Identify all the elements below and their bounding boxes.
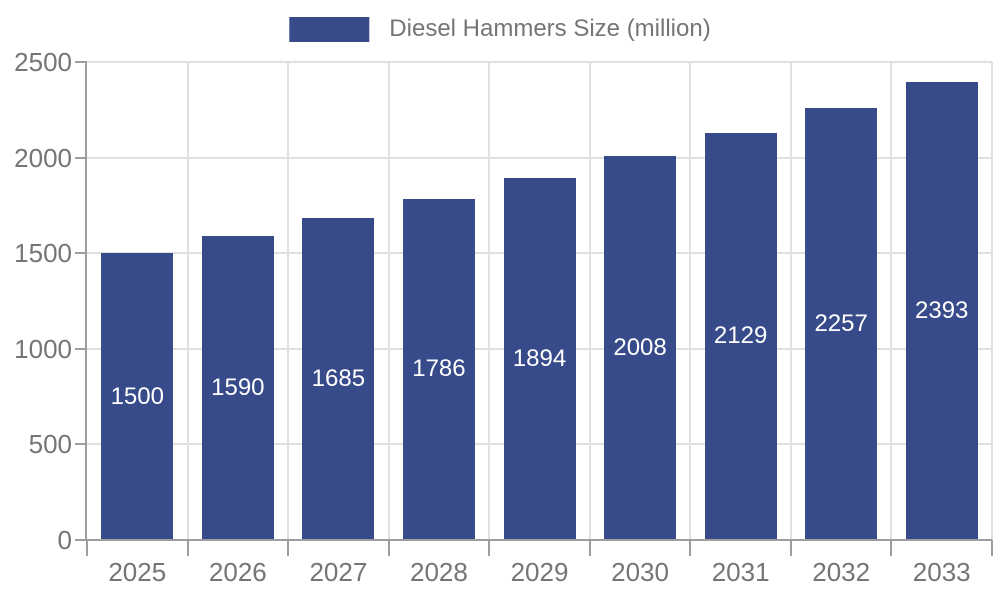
gridline-h-2000 [87, 156, 992, 159]
y-tick-mark-2000 [75, 156, 87, 159]
y-tick-label-0: 0 [57, 525, 72, 555]
x-tick-mark-7 [789, 540, 792, 556]
y-axis-line [85, 62, 87, 540]
gridline-v-3 [387, 62, 390, 540]
bar-2026[interactable]: 1590 [201, 235, 274, 540]
bar-2033[interactable]: 2393 [905, 82, 978, 540]
x-tick-label-2033: 2033 [912, 557, 971, 587]
x-tick-label-2026: 2026 [208, 557, 267, 587]
x-tick-mark-2 [287, 540, 290, 556]
legend-swatch [289, 16, 370, 42]
gridline-v-2 [287, 62, 290, 540]
x-tick-mark-6 [689, 540, 692, 556]
gridline-v-8 [890, 62, 893, 540]
gridline-v-5 [588, 62, 591, 540]
gridline-v-6 [689, 62, 692, 540]
gridline-h-2500 [87, 61, 992, 63]
bar-2032[interactable]: 2257 [805, 108, 878, 540]
y-tick-mark-2500 [75, 61, 87, 63]
bar-2029[interactable]: 1894 [503, 177, 576, 540]
gridline-v-7 [789, 62, 792, 540]
bar-2028[interactable]: 1786 [402, 198, 475, 540]
x-tick-mark-8 [890, 540, 893, 556]
y-tick-mark-1000 [75, 347, 87, 350]
bar-value-label: 2257 [814, 310, 868, 338]
x-tick-label-2027: 2027 [309, 557, 368, 587]
y-tick-label-2500: 2500 [14, 47, 72, 77]
x-tick-mark-1 [186, 540, 189, 556]
x-tick-mark-5 [588, 540, 591, 556]
bar-2030[interactable]: 2008 [604, 156, 677, 540]
y-tick-label-500: 500 [28, 429, 72, 460]
y-tick-label-1500: 1500 [14, 238, 72, 269]
bar-value-label: 2129 [713, 322, 768, 350]
gridline-v-9 [991, 62, 993, 540]
plot-area: 1500 1590 1685 1786 1894 2008 2129 2257 2393 [87, 61, 993, 540]
x-tick-mark-0 [86, 540, 88, 556]
x-tick-mark-4 [488, 540, 491, 556]
bar-value-label: 1500 [110, 382, 164, 410]
bar-value-label: 1894 [512, 344, 567, 372]
bar-value-label: 2393 [915, 297, 969, 325]
y-tick-label-1000: 1000 [14, 333, 72, 364]
legend[interactable]: Diesel Hammers Size (million) [289, 15, 711, 43]
x-tick-label-2032: 2032 [812, 557, 871, 587]
x-tick-label-2029: 2029 [510, 557, 569, 587]
x-tick-label-2031: 2031 [711, 557, 770, 587]
x-tick-label-2025: 2025 [108, 557, 167, 587]
x-tick-label-2028: 2028 [410, 557, 468, 587]
gridline-v-1 [186, 62, 189, 540]
bar-value-label: 2008 [613, 334, 667, 362]
bar-value-label: 1685 [311, 364, 366, 392]
bar-2027[interactable]: 1685 [302, 217, 375, 540]
x-tick-label-2030: 2030 [611, 557, 669, 587]
bar-2025[interactable]: 1500 [101, 253, 174, 540]
x-tick-mark-3 [387, 540, 390, 556]
bar-value-label: 1590 [211, 373, 265, 401]
y-tick-mark-1500 [75, 252, 87, 255]
y-tick-label-2000: 2000 [14, 142, 72, 173]
x-axis-line [87, 539, 992, 541]
bar-value-label: 1786 [412, 355, 466, 383]
legend-label: Diesel Hammers Size (million) [389, 15, 711, 42]
y-tick-mark-500 [75, 443, 87, 446]
x-tick-mark-9 [991, 540, 993, 556]
y-tick-mark-0 [75, 539, 87, 541]
gridline-v-4 [488, 62, 491, 540]
bar-2031[interactable]: 2129 [704, 132, 777, 540]
